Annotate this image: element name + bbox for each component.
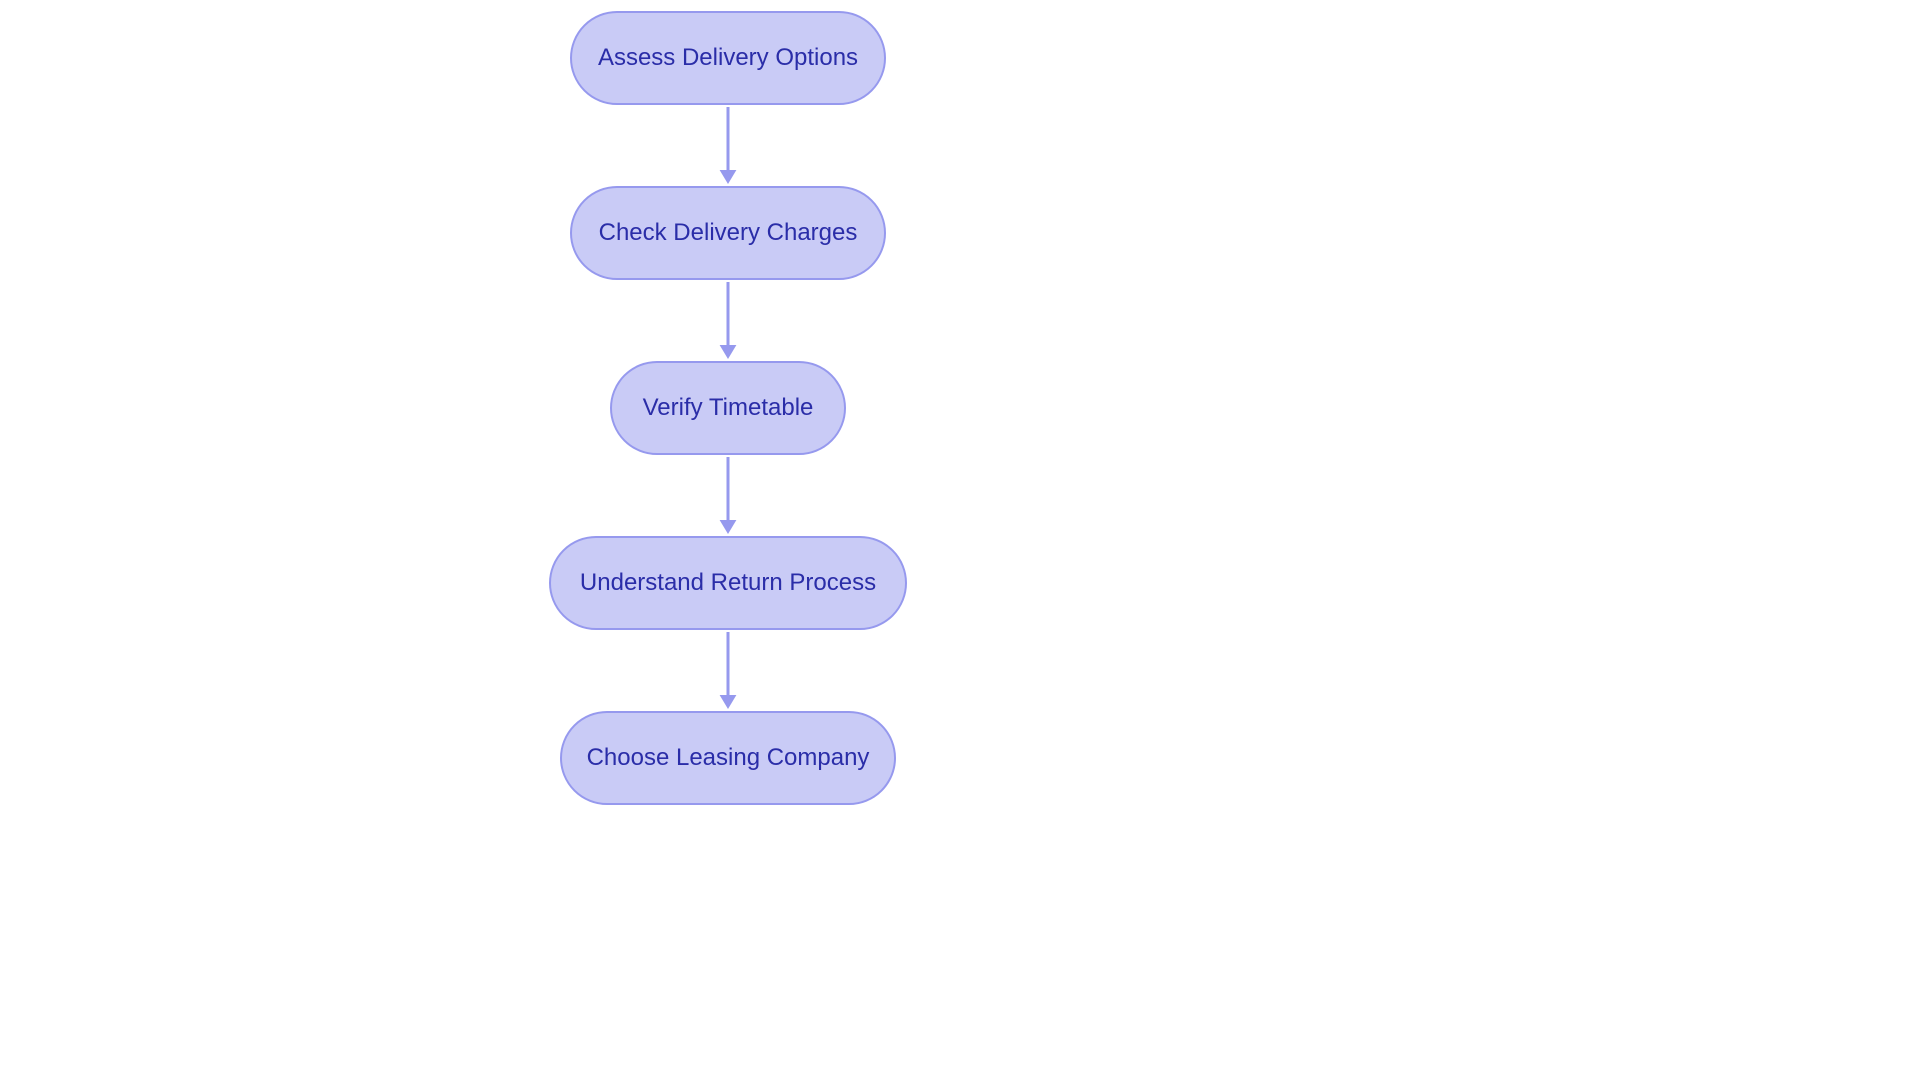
flowchart-edge-1 [714,107,742,184]
flowchart-node-label: Check Delivery Charges [599,219,858,247]
flowchart-node-5: Choose Leasing Company [560,711,896,805]
flowchart-canvas: Assess Delivery Options Check Delivery Ch… [0,0,1920,1083]
flowchart-edge-2 [714,282,742,359]
flowchart-node-1: Assess Delivery Options [570,11,886,105]
flowchart-edge-4 [714,632,742,709]
flowchart-node-label: Choose Leasing Company [587,744,870,772]
flowchart-edge-3 [714,457,742,534]
flowchart-node-4: Understand Return Process [549,536,907,630]
flowchart-node-3: Verify Timetable [610,361,846,455]
flowchart-node-label: Assess Delivery Options [598,44,858,72]
flowchart-node-label: Understand Return Process [580,569,876,597]
flowchart-node-2: Check Delivery Charges [570,186,886,280]
flowchart-node-label: Verify Timetable [643,394,814,422]
